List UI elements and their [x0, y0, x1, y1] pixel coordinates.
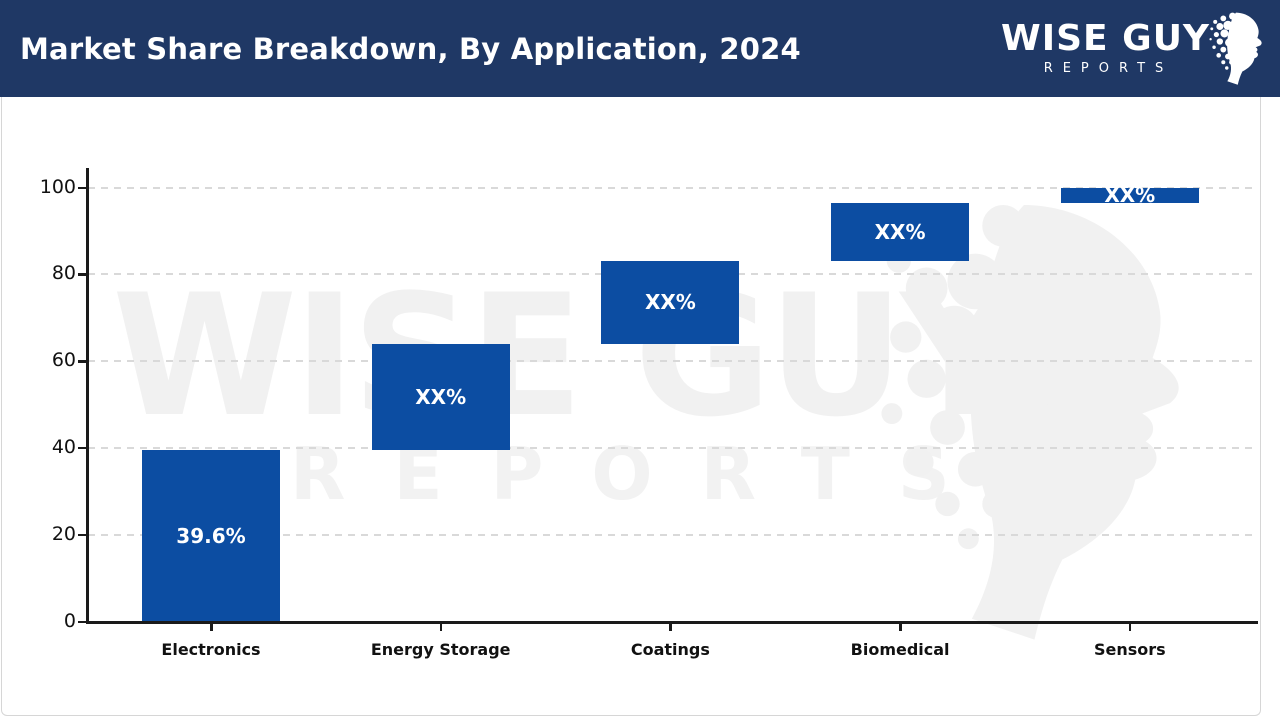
y-axis-tick	[78, 533, 86, 537]
watermark-subtext: REPORTS	[290, 432, 998, 516]
x-axis-tick	[899, 622, 902, 631]
bar-coatings: XX%	[601, 261, 740, 344]
logo-wordmark: WISE GUY	[1000, 18, 1210, 59]
bar-energy-storage: XX%	[371, 343, 510, 450]
x-axis-tick	[669, 622, 672, 631]
category-label: Sensors	[1093, 639, 1166, 659]
y-axis-tick	[78, 273, 86, 276]
bar-value-label: XX%	[874, 220, 926, 245]
bar-value-label: XX%	[415, 384, 467, 409]
brand-logo: WISE GUY REPORTS	[1001, 10, 1266, 88]
bar-biomedical: XX%	[831, 203, 970, 262]
gridline	[88, 533, 1258, 536]
y-axis-tick-label: 100	[39, 175, 76, 198]
x-axis-tick	[1128, 622, 1132, 631]
brand-logo-text: WISE GUY REPORTS	[1000, 18, 1210, 77]
y-axis-tick-label: 40	[51, 435, 76, 458]
gridline	[88, 186, 1258, 189]
y-axis-tick	[78, 360, 86, 363]
y-axis-tick-label: 60	[51, 349, 76, 372]
gridline	[88, 360, 1258, 363]
bar-value-label: XX%	[1104, 183, 1156, 208]
gridline	[88, 446, 1258, 449]
y-axis-tick	[78, 446, 86, 450]
y-axis-tick-label: 0	[63, 609, 76, 632]
bar-sensors: XX%	[1060, 183, 1199, 207]
category-label: Biomedical	[850, 639, 950, 659]
bar-value-label: 39.6%	[176, 523, 246, 548]
logo-subtext: REPORTS	[1043, 61, 1174, 76]
y-axis-line	[86, 167, 89, 624]
page-title: Market Share Breakdown, By Application, …	[20, 31, 801, 66]
bar-electronics: 39.6%	[142, 449, 280, 622]
y-axis-tick	[78, 186, 86, 189]
category-label: Coatings	[630, 639, 710, 659]
bar-value-label: XX%	[644, 290, 696, 315]
x-axis-tick	[210, 622, 213, 631]
category-label: Energy Storage	[370, 639, 511, 659]
category-label: Electronics	[161, 639, 261, 659]
x-axis-tick	[439, 622, 443, 631]
y-axis-tick-label: 20	[51, 522, 76, 545]
x-axis-line	[86, 621, 1258, 624]
header: Market Share Breakdown, By Application, …	[0, 0, 1280, 97]
y-axis-tick-label: 80	[51, 262, 76, 285]
y-axis-tick	[78, 620, 86, 623]
